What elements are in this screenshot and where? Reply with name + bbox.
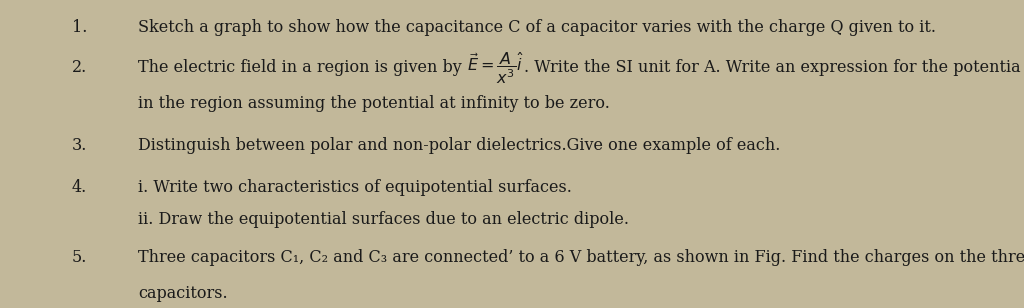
Text: 4.: 4.: [72, 180, 87, 197]
Text: Sketch a graph to show how the capacitance C of a capacitor varies with the char: Sketch a graph to show how the capacitan…: [138, 19, 936, 37]
Text: $\vec{E} = \dfrac{A}{x^3}\hat{i}$: $\vec{E} = \dfrac{A}{x^3}\hat{i}$: [467, 50, 523, 86]
Text: i. Write two characteristics of equipotential surfaces.: i. Write two characteristics of equipote…: [138, 180, 572, 197]
Text: 3.: 3.: [72, 136, 87, 153]
Text: 1.: 1.: [72, 19, 87, 37]
Text: ii. Draw the equipotential surfaces due to an electric dipole.: ii. Draw the equipotential surfaces due …: [138, 212, 629, 229]
Text: 2.: 2.: [72, 59, 87, 76]
Text: Distinguish between polar and non-polar dielectrics.Give one example of each.: Distinguish between polar and non-polar …: [138, 136, 780, 153]
Text: capacitors.: capacitors.: [138, 285, 228, 302]
Text: . Write the SI unit for A. Write an expression for the potentia: . Write the SI unit for A. Write an expr…: [523, 59, 1020, 76]
Text: in the region assuming the potential at infinity to be zero.: in the region assuming the potential at …: [138, 95, 610, 111]
Text: The electric field in a region is given by: The electric field in a region is given …: [138, 59, 467, 76]
Text: Three capacitors C₁, C₂ and C₃ are connected’ to a 6 V battery, as shown in Fig.: Three capacitors C₁, C₂ and C₃ are conne…: [138, 249, 1024, 266]
Text: 5.: 5.: [72, 249, 87, 266]
